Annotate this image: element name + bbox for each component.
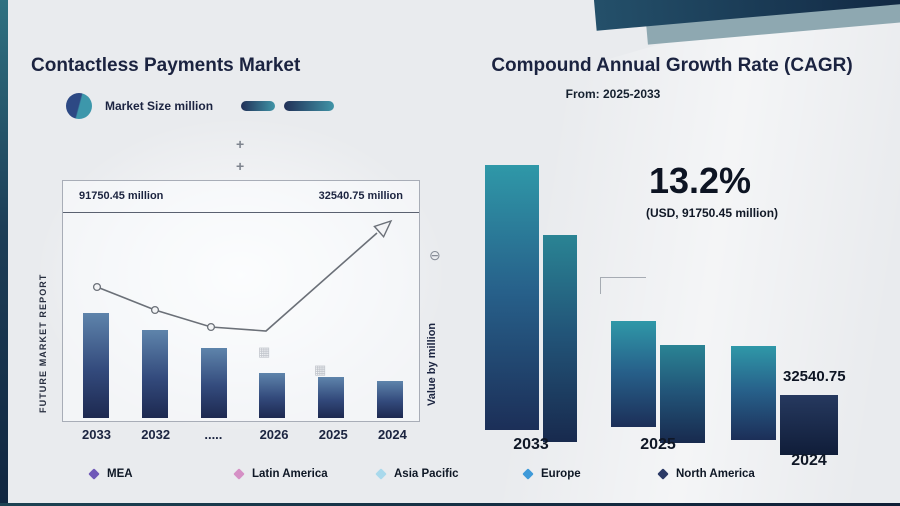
cagr-bar-primary-2024 bbox=[731, 346, 776, 440]
x-axis-label-2032: 2032 bbox=[141, 427, 171, 442]
market-size-bar-2026 bbox=[259, 373, 286, 418]
plus-icon: + bbox=[236, 136, 245, 152]
legend-label: MEA bbox=[107, 468, 133, 480]
cagr-bar-secondary-2025 bbox=[660, 345, 705, 443]
legend-diamond-icon bbox=[522, 468, 534, 480]
bottom-edge-accent bbox=[0, 503, 900, 506]
start-value: 91750.45 million bbox=[79, 190, 164, 202]
legend-item-europe: Europe bbox=[522, 468, 581, 480]
legend-label: Europe bbox=[541, 468, 581, 480]
market-size-label: Market Size million bbox=[105, 99, 214, 113]
legend-label: Latin America bbox=[252, 468, 328, 480]
market-size-bar-2032 bbox=[141, 330, 168, 418]
cagr-x-label-2033: 2033 bbox=[513, 436, 549, 453]
cagr-x-label-2024: 2024 bbox=[791, 452, 827, 469]
left-edge-accent bbox=[0, 0, 8, 506]
cagr-chart: 32540.75 2033 2025 2024 bbox=[485, 160, 860, 469]
market-x-axis: 2033 2032..... 2026 2025 2024 bbox=[82, 427, 407, 442]
legend-label: North America bbox=[676, 468, 755, 480]
legend-diamond-icon bbox=[375, 468, 387, 480]
legend-item-asia-pacific: Asia Pacific bbox=[375, 468, 459, 480]
market-bars bbox=[83, 288, 403, 418]
cagr-bar-secondary-2033 bbox=[543, 235, 577, 442]
cagr-note: (USD, 91750.45 million) bbox=[645, 206, 779, 220]
grid-icon: ▦ bbox=[258, 344, 271, 359]
x-axis-label-2025: 2025 bbox=[318, 427, 348, 442]
market-size-bar-2025 bbox=[318, 377, 345, 418]
grid-icon: ▦ bbox=[314, 362, 327, 377]
plus-icon: + bbox=[236, 158, 245, 174]
legend-diamond-icon bbox=[657, 468, 669, 480]
step-decor bbox=[600, 277, 646, 294]
gradient-pill-icon bbox=[241, 101, 276, 111]
cagr-percentage: 13.2% bbox=[648, 160, 752, 201]
cagr-bar-primary-2025 bbox=[611, 321, 656, 427]
x-axis-label-.....: ..... bbox=[204, 427, 223, 442]
minus-circle-icon: ⊖ bbox=[429, 247, 441, 263]
gradient-pill-icon bbox=[284, 101, 335, 111]
market-size-bar-..... bbox=[200, 348, 227, 418]
legend-label: Asia Pacific bbox=[394, 468, 459, 480]
legend-item-latin-america: Latin America bbox=[233, 468, 328, 480]
cagr-bar-primary-2033 bbox=[485, 165, 539, 430]
watermark-text: FUTURE MARKET REPORT bbox=[38, 273, 48, 414]
region-legend: MEA Latin America Asia Pacific Europe North … bbox=[0, 464, 900, 496]
trend-arrow-icon bbox=[92, 219, 393, 332]
cagr-x-label-2025: 2025 bbox=[640, 436, 676, 453]
legend-diamond-icon bbox=[233, 468, 245, 480]
end-value: 32540.75 million bbox=[318, 190, 403, 202]
x-axis-label-2026: 2026 bbox=[259, 427, 289, 442]
chart-divider bbox=[63, 212, 419, 213]
cagr-title: Compound Annual Growth Rate (CAGR) bbox=[491, 55, 853, 76]
x-axis-label-2024: 2024 bbox=[377, 427, 407, 442]
market-size-bar-2033 bbox=[83, 313, 109, 418]
legend-item-north-america: North America bbox=[657, 468, 755, 480]
end-value-annotation: 32540.75 bbox=[783, 368, 846, 385]
legend-item-mea: MEA bbox=[88, 468, 133, 480]
chart-endpoint-values: 91750.45 million 32540.75 million bbox=[63, 181, 419, 202]
market-title: Contactless Payments Market bbox=[31, 55, 301, 76]
value-axis-label: Value by million bbox=[426, 322, 438, 406]
x-axis-label-2033: 2033 bbox=[82, 427, 111, 442]
market-size-legend: Market Size million bbox=[66, 93, 335, 119]
market-size-chart: 91750.45 million 32540.75 million bbox=[62, 180, 420, 422]
cagr-bar-secondary-2024 bbox=[780, 395, 838, 455]
sphere-icon bbox=[66, 93, 92, 119]
market-size-bar-2024 bbox=[376, 381, 403, 418]
legend-diamond-icon bbox=[88, 468, 100, 480]
cagr-subtitle: From: 2025-2033 bbox=[565, 87, 661, 101]
